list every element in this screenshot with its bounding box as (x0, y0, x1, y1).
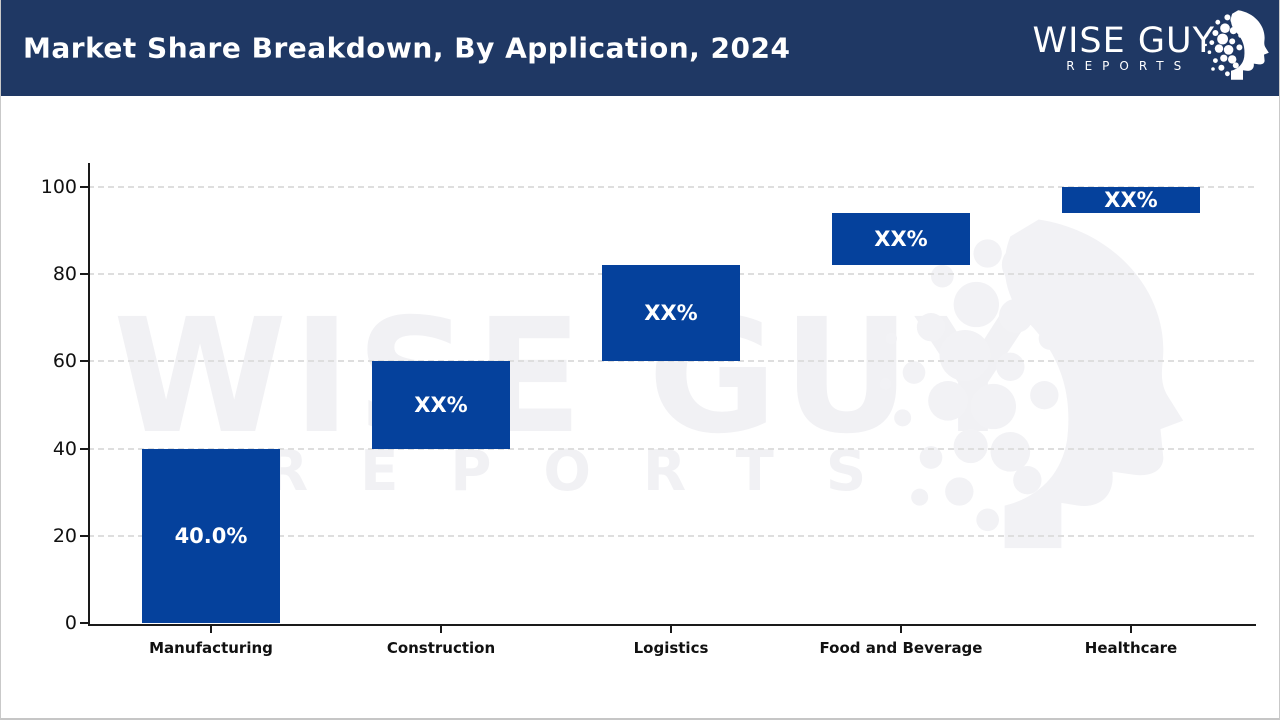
header-bar: Market Share Breakdown, By Application, … (1, 0, 1279, 96)
bar-value-label: XX% (414, 392, 468, 417)
bar-value-label: 40.0% (174, 523, 248, 548)
x-tick-label: Construction (386, 639, 496, 657)
bar: XX% (832, 213, 970, 266)
y-tick-label: 40 (52, 437, 77, 460)
y-tick-label: 60 (52, 350, 77, 373)
page-title: Market Share Breakdown, By Application, … (23, 31, 791, 65)
x-tick-label: Healthcare (1084, 639, 1178, 657)
watermark-text-1: WISE GUY (113, 285, 1036, 469)
x-tick-label: Manufacturing (149, 639, 273, 657)
gridline (88, 534, 1254, 537)
x-tick-label: Logistics (633, 639, 709, 657)
x-tick-mark (1130, 626, 1132, 633)
bar-value-label: XX% (644, 301, 698, 326)
y-tick-mark (80, 534, 88, 537)
y-tick-label: 80 (52, 263, 77, 286)
x-tick-mark (440, 626, 442, 633)
brand-logo-text: WISE GUY REPORTS (1032, 20, 1215, 74)
x-axis (88, 624, 1256, 626)
y-tick-mark (80, 622, 88, 624)
bar: XX% (372, 361, 510, 449)
brand-logo-subtitle: REPORTS (1066, 59, 1192, 74)
gridline (88, 360, 1254, 363)
watermark-head-icon (880, 219, 1184, 549)
y-tick-mark (80, 447, 88, 450)
y-axis (88, 163, 90, 626)
y-tick-label: 100 (40, 176, 77, 198)
x-tick-mark (900, 626, 902, 633)
y-tick-mark (80, 273, 88, 276)
bar: XX% (602, 265, 740, 362)
gridline (88, 186, 1254, 188)
x-tick-mark (670, 626, 672, 633)
gridline (88, 447, 1254, 450)
watermark-text-2: REPORTS (265, 439, 919, 504)
y-tick-label: 20 (52, 524, 77, 547)
x-tick-mark (210, 626, 212, 633)
bar-value-label: XX% (1104, 188, 1158, 213)
bar: XX% (1062, 187, 1200, 214)
wise-guy-head-icon (1204, 10, 1269, 80)
x-tick-label: Food and Beverage (819, 639, 983, 657)
bar-value-label: XX% (874, 227, 928, 252)
y-tick-label: 0 (64, 612, 77, 634)
y-tick-mark (80, 360, 88, 363)
brand-logo-name: WISE GUY (1032, 20, 1215, 61)
brand-logo: WISE GUY REPORTS (1032, 6, 1273, 90)
y-tick-mark (80, 186, 88, 188)
bar: 40.0% (142, 448, 280, 623)
